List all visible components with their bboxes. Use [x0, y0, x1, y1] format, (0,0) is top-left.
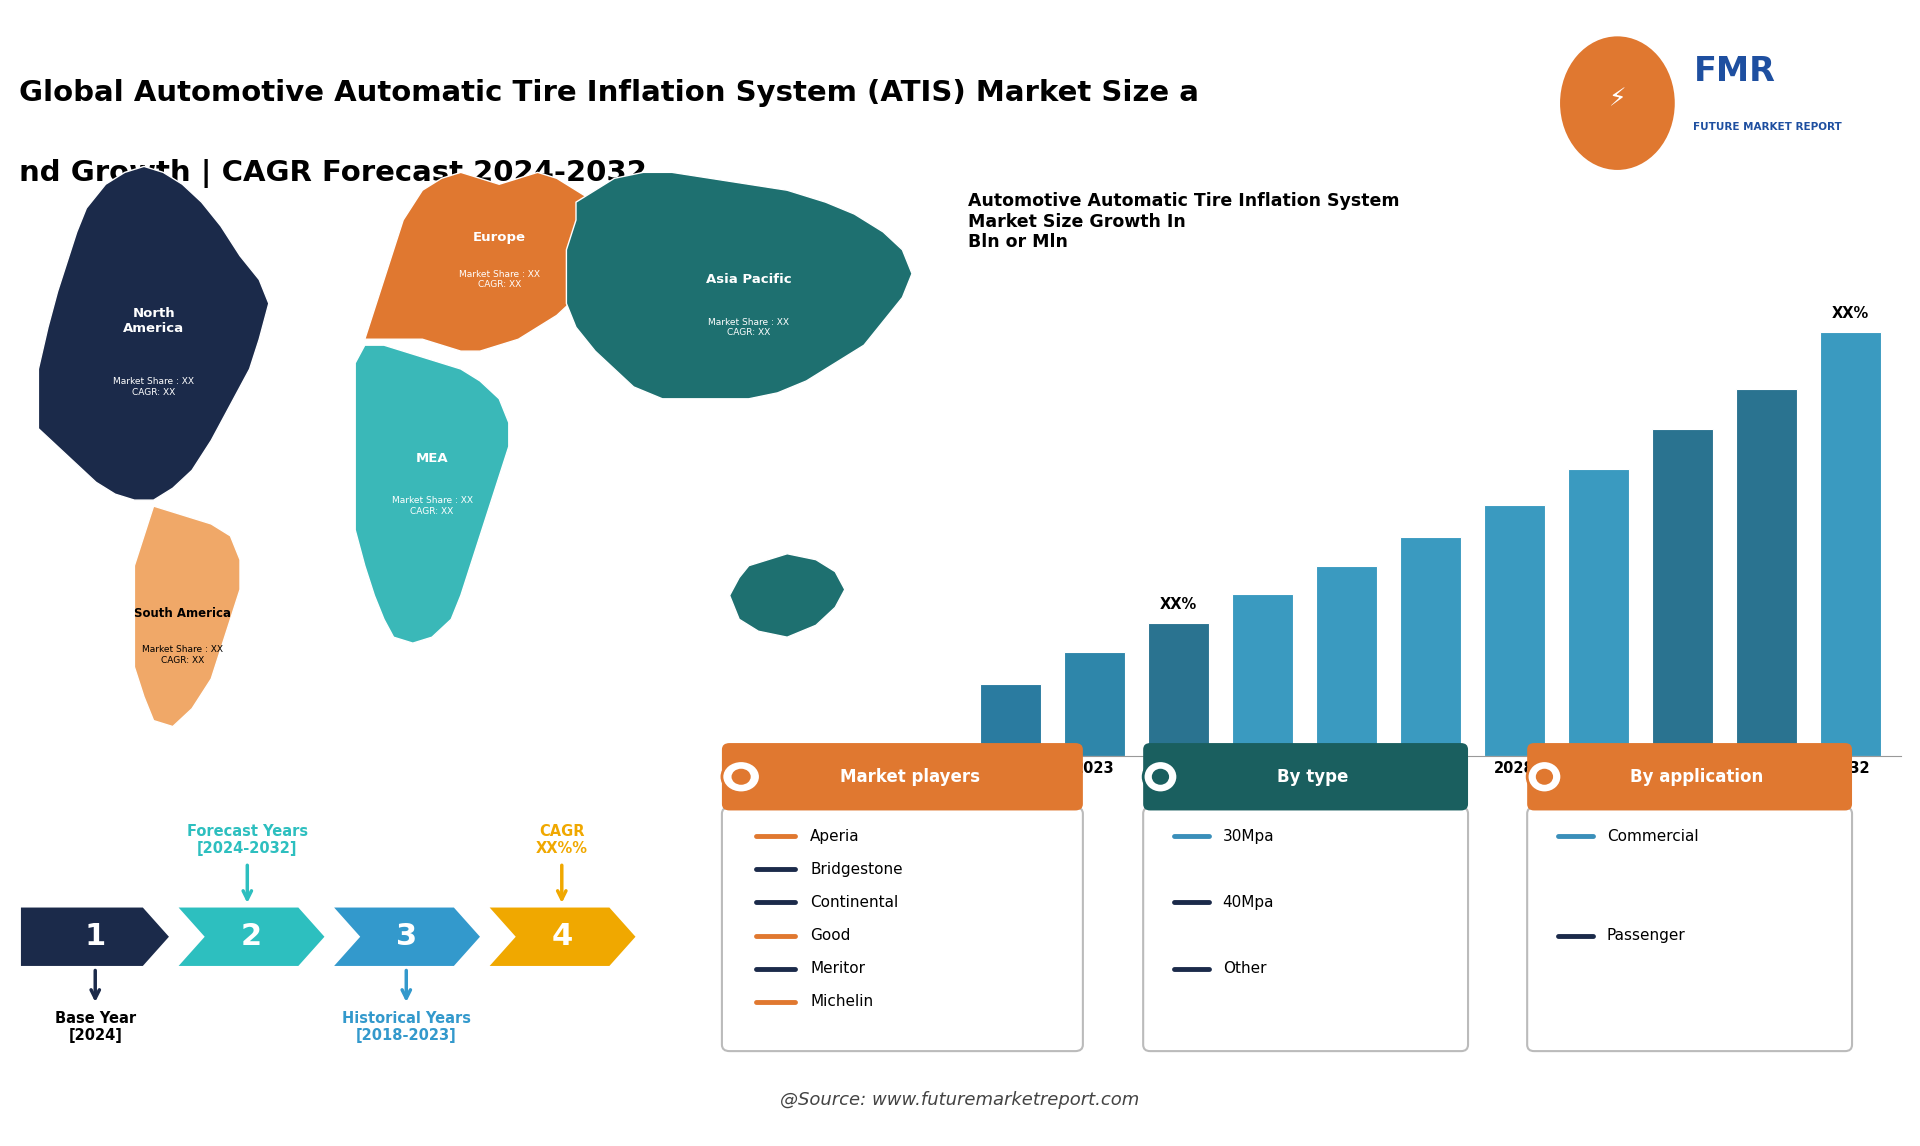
Text: MEA: MEA [417, 452, 447, 465]
Text: @Source: www.futuremarketreport.com: @Source: www.futuremarketreport.com [780, 1091, 1140, 1109]
Text: Bridgestone: Bridgestone [810, 862, 902, 877]
Text: Market Share : XX
CAGR: XX: Market Share : XX CAGR: XX [142, 645, 223, 665]
Text: By type: By type [1277, 768, 1348, 786]
Text: 40Mpa: 40Mpa [1223, 895, 1275, 910]
Bar [1400, 537, 1461, 756]
Bar [1736, 390, 1797, 756]
Bar [1569, 469, 1628, 756]
Text: 1: 1 [84, 923, 106, 951]
Polygon shape [486, 905, 637, 967]
Text: XX%: XX% [1832, 306, 1868, 321]
FancyBboxPatch shape [1142, 807, 1469, 1051]
Text: nd Growth | CAGR Forecast 2024-2032: nd Growth | CAGR Forecast 2024-2032 [19, 159, 647, 188]
Text: Market Share : XX
CAGR: XX: Market Share : XX CAGR: XX [113, 377, 194, 397]
FancyBboxPatch shape [1526, 743, 1853, 810]
Text: Base Year
[2024]: Base Year [2024] [54, 1011, 136, 1043]
Polygon shape [175, 905, 326, 967]
Text: Market Share : XX
CAGR: XX: Market Share : XX CAGR: XX [392, 496, 472, 516]
Circle shape [1152, 769, 1169, 785]
Text: FMR: FMR [1693, 55, 1776, 87]
Text: Automotive Automatic Tire Inflation System
Market Size Growth In
Bln or Mln: Automotive Automatic Tire Inflation Syst… [968, 191, 1400, 251]
Bar [979, 684, 1041, 756]
Text: CAGR
XX%%: CAGR XX%% [536, 824, 588, 856]
Text: Commercial: Commercial [1607, 829, 1699, 843]
Polygon shape [19, 905, 171, 967]
Text: Market players: Market players [841, 768, 979, 786]
Polygon shape [730, 554, 845, 637]
Text: Forecast Years
[2024-2032]: Forecast Years [2024-2032] [186, 824, 307, 856]
Circle shape [1526, 761, 1561, 793]
Text: FUTURE MARKET REPORT: FUTURE MARKET REPORT [1693, 123, 1841, 132]
Polygon shape [330, 905, 482, 967]
Circle shape [1536, 769, 1553, 785]
Text: XX%: XX% [1160, 597, 1196, 612]
Text: 30Mpa: 30Mpa [1223, 829, 1275, 843]
Text: Market Share : XX
CAGR: XX: Market Share : XX CAGR: XX [459, 270, 540, 289]
Bar [1315, 566, 1377, 756]
Polygon shape [38, 166, 269, 500]
FancyBboxPatch shape [1526, 807, 1853, 1051]
Text: Europe: Europe [472, 231, 526, 244]
Text: 2: 2 [240, 923, 261, 951]
Text: 3: 3 [396, 923, 417, 951]
Text: Meritor: Meritor [810, 961, 866, 976]
FancyBboxPatch shape [722, 807, 1083, 1051]
Text: Michelin: Michelin [810, 995, 874, 1010]
FancyBboxPatch shape [1142, 743, 1469, 810]
Bar [1651, 429, 1713, 756]
Bar [1233, 595, 1292, 756]
Text: Continental: Continental [810, 895, 899, 910]
Text: Aperia: Aperia [810, 829, 860, 843]
Text: 4: 4 [551, 923, 572, 951]
Polygon shape [365, 172, 624, 351]
Bar [1484, 504, 1544, 756]
Text: Historical Years
[2018-2023]: Historical Years [2018-2023] [342, 1011, 470, 1043]
Circle shape [1559, 36, 1676, 172]
Text: North
America: North America [123, 307, 184, 336]
Polygon shape [134, 507, 240, 727]
Text: By application: By application [1630, 768, 1763, 786]
Bar [1064, 652, 1125, 756]
Bar [1820, 332, 1880, 756]
FancyBboxPatch shape [722, 743, 1083, 810]
Text: Good: Good [810, 928, 851, 943]
Circle shape [732, 769, 751, 785]
Text: Market Share : XX
CAGR: XX: Market Share : XX CAGR: XX [708, 317, 789, 337]
Text: Passenger: Passenger [1607, 928, 1686, 943]
Text: ⚡: ⚡ [1609, 87, 1626, 111]
Polygon shape [355, 345, 509, 643]
Bar [1148, 623, 1210, 756]
Text: South America: South America [134, 607, 230, 620]
Polygon shape [566, 172, 912, 399]
Text: Other: Other [1223, 961, 1265, 976]
Circle shape [722, 761, 760, 793]
Text: Asia Pacific: Asia Pacific [707, 273, 791, 286]
Circle shape [1142, 761, 1177, 793]
Text: Global Automotive Automatic Tire Inflation System (ATIS) Market Size a: Global Automotive Automatic Tire Inflati… [19, 79, 1200, 107]
